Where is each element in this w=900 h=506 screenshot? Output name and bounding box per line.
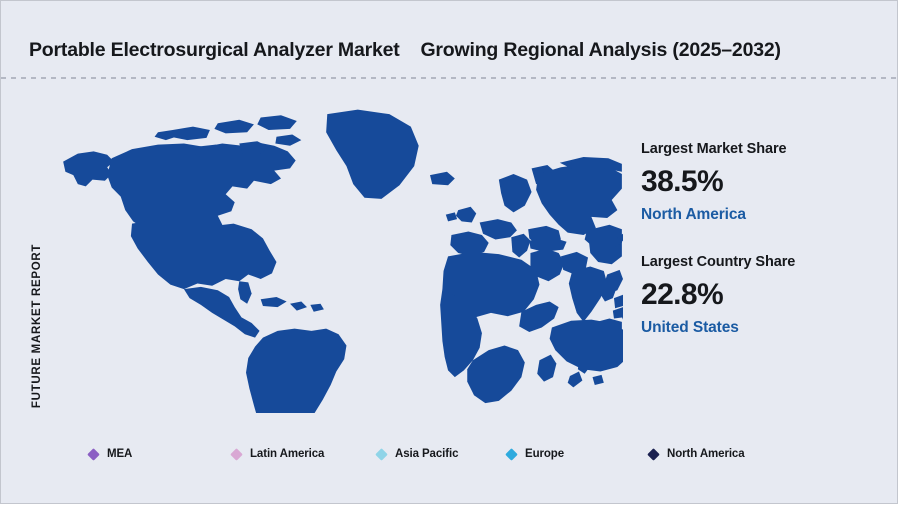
legend-item-europe: Europe xyxy=(505,447,565,461)
stat-value: 38.5% xyxy=(641,165,724,198)
stat-value: 22.8% xyxy=(641,278,724,311)
legend-item-north-america: North America xyxy=(647,447,745,461)
legend-marker-diamond-icon xyxy=(87,447,100,461)
legend-marker-diamond-icon xyxy=(230,447,243,461)
title-bar: Portable Electrosurgical Analyzer Market… xyxy=(1,1,897,77)
legend-label: MEA xyxy=(107,448,133,460)
stat-block-country-share: Largest Country Share 22.8% United State… xyxy=(641,254,881,337)
legend-marker-diamond-icon xyxy=(647,447,660,461)
brand-vertical-label: FUTURE MARKET REPORT xyxy=(31,243,43,408)
legend-marker-diamond-icon xyxy=(375,447,388,461)
stat-label: Largest Market Share xyxy=(641,141,787,157)
legend-label: Asia Pacific xyxy=(395,448,459,460)
legend-item-latin-america: Latin America xyxy=(230,447,325,461)
world-map-landmasses xyxy=(63,109,623,413)
map-legend: MEA Latin America Asia Pacific Europe No… xyxy=(87,447,789,470)
legend-label: Europe xyxy=(525,448,565,460)
stat-block-market-share: Largest Market Share 38.5% North America xyxy=(641,141,881,224)
legend-label: Latin America xyxy=(250,448,325,460)
title-divider xyxy=(1,77,897,79)
legend-item-mea: MEA xyxy=(87,447,133,461)
world-map xyxy=(53,93,623,413)
legend-marker-diamond-icon xyxy=(505,447,518,461)
page-title: Portable Electrosurgical Analyzer Market… xyxy=(29,39,781,61)
stat-region: United States xyxy=(641,319,739,336)
stat-region: North America xyxy=(641,206,746,223)
legend-item-asia-pacific: Asia Pacific xyxy=(375,447,459,461)
world-map-svg xyxy=(63,109,623,413)
brand-watermark: FUTURE MARKET REPORT xyxy=(27,233,47,418)
world-map-asia-pacific xyxy=(549,224,623,388)
stats-panel: Largest Market Share 38.5% North America… xyxy=(641,141,881,367)
stat-label: Largest Country Share xyxy=(641,254,796,270)
legend-label: North America xyxy=(667,448,745,460)
